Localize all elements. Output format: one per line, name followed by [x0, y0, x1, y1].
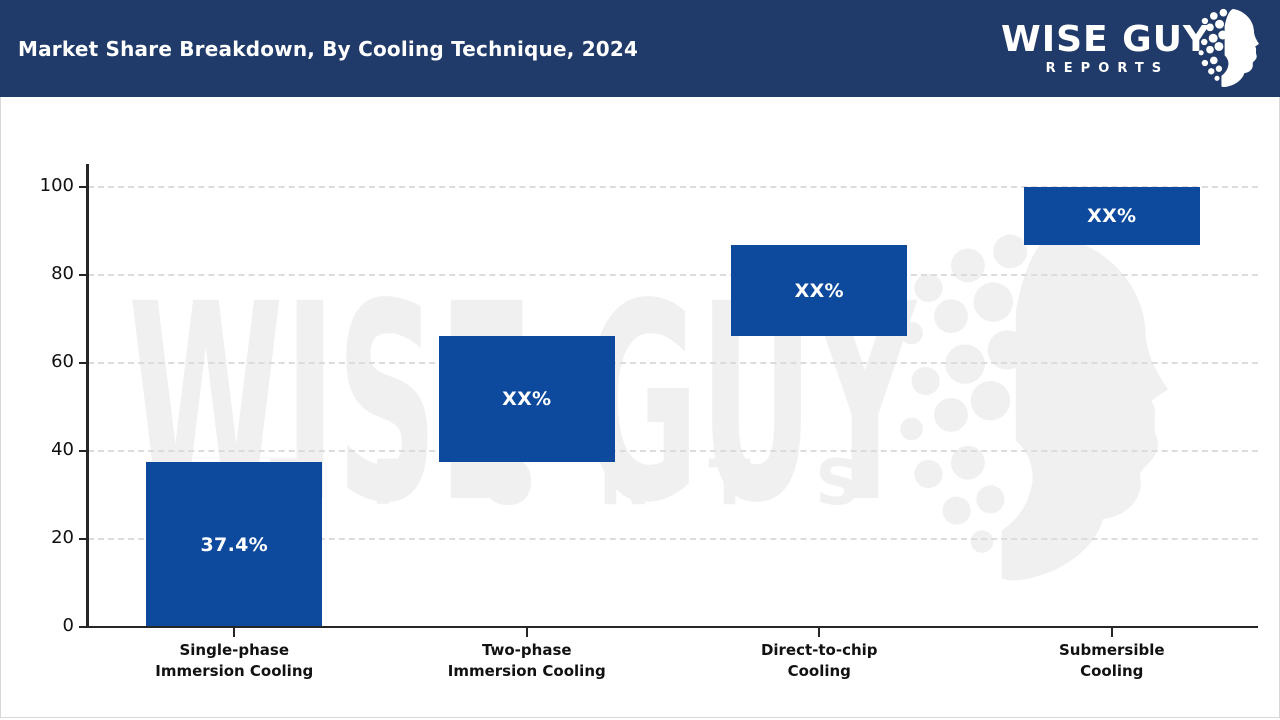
- category-label: Two-phase Immersion Cooling: [387, 640, 667, 682]
- brand-subname: REPORTS: [1045, 61, 1170, 76]
- header-bar: Market Share Breakdown, By Cooling Techn…: [0, 0, 1280, 97]
- category-label-line: Immersion Cooling: [447, 662, 606, 680]
- brand-name: WISE GUY: [1000, 19, 1210, 60]
- y-tick-label: 60: [51, 351, 74, 372]
- category-label-line: Direct-to-chip: [760, 641, 878, 659]
- y-tick-label: 40: [51, 439, 74, 460]
- category-label-line: Submersible: [1058, 641, 1165, 659]
- category-label: Single-phase Immersion Cooling: [94, 640, 374, 682]
- x-tick-mark: [525, 628, 528, 637]
- x-tick-mark: [1110, 628, 1113, 637]
- x-tick-mark: [818, 628, 821, 637]
- y-tick-label: 100: [39, 175, 74, 196]
- brand-logo: WISE GUY REPORTS: [1001, 7, 1280, 91]
- y-tick-mark: [79, 538, 88, 540]
- category-label-line: Cooling: [787, 662, 851, 680]
- y-gridline: [88, 450, 1258, 452]
- y-tick-mark: [79, 362, 88, 364]
- category-label-line: Single-phase: [179, 641, 290, 659]
- y-tick-label: 80: [51, 263, 74, 284]
- y-tick-label: 0: [62, 615, 74, 636]
- x-tick-mark: [233, 628, 236, 637]
- bar-segment: XX%: [1023, 187, 1200, 246]
- y-gridline: [88, 274, 1258, 276]
- bar-segment: XX%: [438, 336, 615, 463]
- bar-value-label: XX%: [502, 388, 552, 411]
- brand-logo-text: WISE GUY REPORTS: [1000, 19, 1210, 76]
- y-tick-mark: [79, 274, 88, 276]
- category-label-line: Immersion Cooling: [155, 662, 314, 680]
- bar-segment: 37.4%: [146, 462, 323, 627]
- bar-value-label: XX%: [794, 279, 844, 302]
- y-tick-mark: [79, 626, 88, 628]
- y-tick-label: 20: [51, 527, 74, 548]
- category-label: Submersible Cooling: [972, 640, 1252, 682]
- page-title: Market Share Breakdown, By Cooling Techn…: [18, 36, 639, 61]
- bar-value-label: XX%: [1087, 205, 1137, 228]
- y-gridline: [88, 362, 1258, 364]
- bar-segment: XX%: [731, 245, 908, 337]
- category-label: Direct-to-chip Cooling: [679, 640, 959, 682]
- y-gridline: [88, 538, 1258, 540]
- category-label-line: Cooling: [1080, 662, 1144, 680]
- y-tick-mark: [79, 450, 88, 452]
- y-tick-mark: [79, 186, 88, 188]
- x-axis-line: [86, 625, 1258, 628]
- y-gridline: [88, 186, 1258, 188]
- category-label-line: Two-phase: [481, 641, 572, 659]
- bar-value-label: 37.4%: [200, 533, 268, 556]
- y-axis-line: [86, 164, 89, 627]
